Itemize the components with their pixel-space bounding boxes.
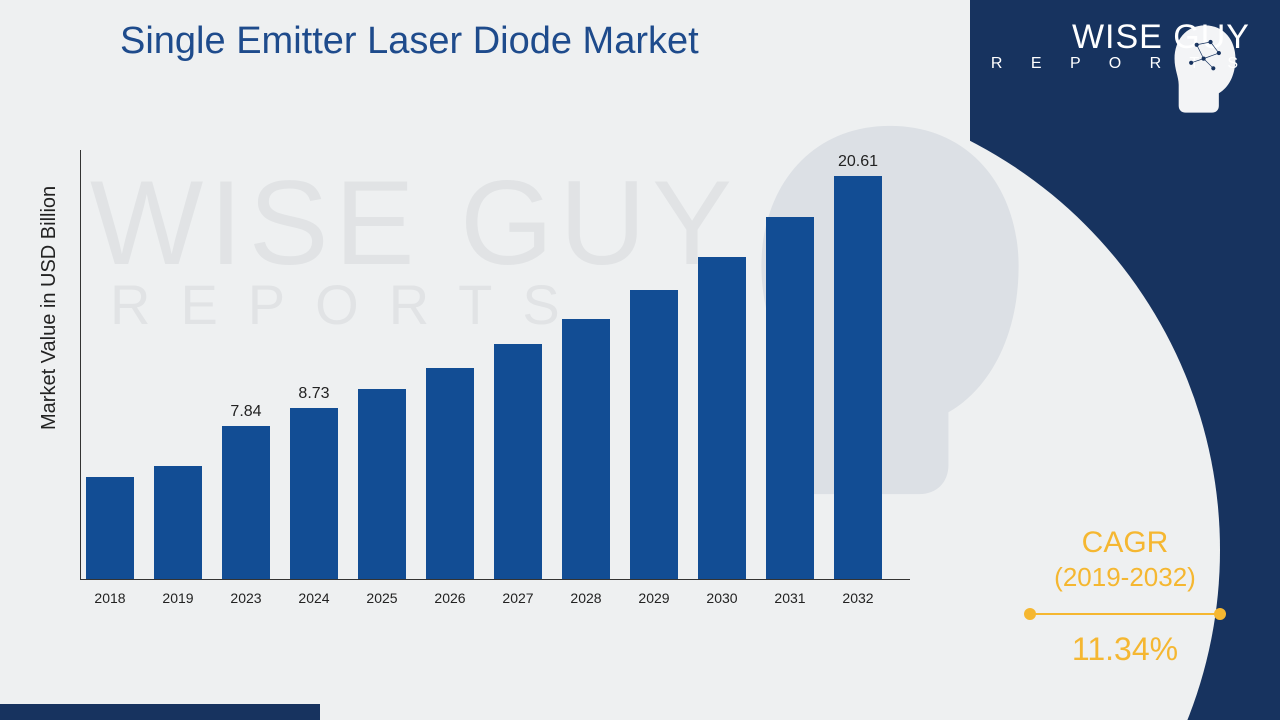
- bar: [222, 426, 270, 579]
- bar: [426, 368, 474, 579]
- data-label: 8.73: [298, 385, 329, 403]
- bar: [494, 344, 542, 579]
- x-tick-label: 2031: [774, 590, 805, 606]
- x-tick-label: 2032: [842, 590, 873, 606]
- y-axis-label: Market Value in USD Billion: [38, 186, 61, 430]
- data-label: 7.84: [230, 403, 261, 421]
- bar: [698, 257, 746, 580]
- x-tick-label: 2025: [366, 590, 397, 606]
- bar-chart: 2018 2019 2023 7.84 2024 8.73 2025 2026 2027 2028…: [80, 150, 910, 610]
- x-tick-label: 2029: [638, 590, 669, 606]
- chart-infographic: WISE GUY REPORTS Single Emitter Laser Di…: [0, 0, 1280, 720]
- brand-logo: WISE GUY R E P O R T S: [991, 18, 1250, 73]
- bar: [766, 217, 814, 579]
- x-axis: [80, 579, 910, 580]
- cagr-divider: [1030, 613, 1220, 615]
- plot-area: 2018201920237.8420248.732025202620272028…: [80, 150, 910, 580]
- data-label: 20.61: [838, 153, 878, 171]
- chart-title: Single Emitter Laser Diode Market: [120, 20, 699, 63]
- x-tick-label: 2028: [570, 590, 601, 606]
- bar: [290, 408, 338, 579]
- bar: [834, 176, 882, 579]
- x-tick-label: 2027: [502, 590, 533, 606]
- x-tick-label: 2019: [162, 590, 193, 606]
- brand-head-icon: [1170, 24, 1240, 114]
- y-axis: [80, 150, 81, 580]
- cagr-value: 11.34%: [1018, 631, 1232, 668]
- x-tick-label: 2026: [434, 590, 465, 606]
- x-tick-label: 2018: [94, 590, 125, 606]
- bar: [630, 290, 678, 579]
- bar: [358, 389, 406, 579]
- footer-accent-bar: [0, 704, 320, 720]
- cagr-title: CAGR: [1018, 526, 1232, 560]
- cagr-range: (2019-2032): [1018, 562, 1232, 593]
- bar: [154, 466, 202, 579]
- bar: [562, 319, 610, 579]
- x-tick-label: 2030: [706, 590, 737, 606]
- bar: [86, 477, 134, 579]
- x-tick-label: 2024: [298, 590, 329, 606]
- x-tick-label: 2023: [230, 590, 261, 606]
- cagr-block: CAGR (2019-2032) 11.34%: [1018, 526, 1232, 668]
